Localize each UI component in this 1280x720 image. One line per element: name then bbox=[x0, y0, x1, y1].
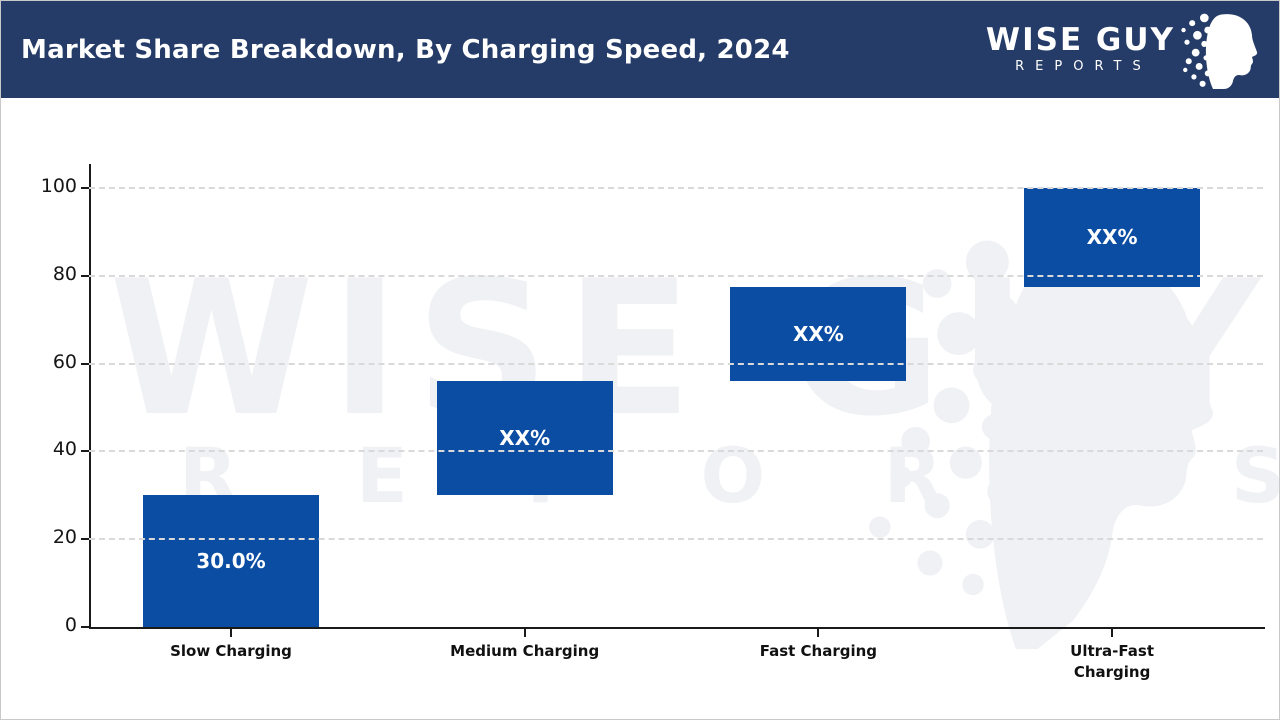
gridline-100 bbox=[89, 187, 1263, 189]
gridline-20 bbox=[89, 538, 1263, 541]
dotted-profile-face-icon bbox=[1181, 13, 1258, 89]
logo-text: WISE GUY REPORTS bbox=[985, 22, 1175, 75]
logo-wordmark: WISE GUY bbox=[985, 22, 1175, 58]
gridline-60 bbox=[89, 362, 1263, 365]
y-tick-label-40: 40 bbox=[52, 438, 77, 461]
x-tick-0 bbox=[230, 629, 232, 637]
bar-value-label: XX% bbox=[499, 426, 551, 451]
y-tick-100 bbox=[81, 187, 89, 189]
y-tick-20 bbox=[81, 538, 89, 541]
header-band: Market Share Breakdown, By Charging Spee… bbox=[1, 1, 1279, 98]
bar-value-label: 30.0% bbox=[196, 549, 266, 574]
y-tick-60 bbox=[81, 362, 89, 365]
y-tick-80 bbox=[81, 274, 89, 277]
y-tick-0 bbox=[81, 626, 89, 628]
x-category-label: Fast Charging bbox=[759, 642, 878, 660]
x-tick-2 bbox=[817, 629, 820, 637]
bar-value-label: XX% bbox=[792, 321, 844, 346]
y-tick-label-60: 60 bbox=[52, 350, 77, 373]
bar-fast-charging: XX% bbox=[730, 286, 907, 382]
gridline-40 bbox=[89, 450, 1263, 453]
x-tick-1 bbox=[523, 629, 526, 637]
bar-slow-charging: 30.0% bbox=[143, 495, 319, 627]
x-category-label: Ultra-Fast Charging bbox=[1070, 642, 1154, 681]
y-tick-label-100: 100 bbox=[40, 175, 77, 197]
page-title: Market Share Breakdown, By Charging Spee… bbox=[21, 34, 790, 65]
bar-value-label: XX% bbox=[1086, 225, 1138, 250]
x-axis-line bbox=[89, 627, 1265, 629]
bar-ultra-fast-charging: XX% bbox=[1024, 188, 1201, 287]
y-axis-line bbox=[89, 164, 91, 629]
y-tick-label-80: 80 bbox=[52, 262, 77, 285]
wise-guy-reports-logo: WISE GUY REPORTS bbox=[986, 9, 1265, 91]
bar-medium-charging: XX% bbox=[436, 381, 613, 496]
y-tick-label-0: 0 bbox=[64, 614, 77, 636]
y-tick-label-20: 20 bbox=[52, 526, 77, 549]
x-category-label: Medium Charging bbox=[450, 642, 600, 660]
gridline-80 bbox=[89, 274, 1263, 277]
chart-plot-area: 0 20 40 60 80 100 30.0% Slow Charging XX% Medium … bbox=[1, 98, 1279, 719]
logo-subtitle: REPORTS bbox=[1015, 59, 1152, 74]
x-tick-3 bbox=[1111, 629, 1114, 637]
y-tick-40 bbox=[81, 450, 89, 453]
x-category-label: Slow Charging bbox=[170, 642, 292, 660]
